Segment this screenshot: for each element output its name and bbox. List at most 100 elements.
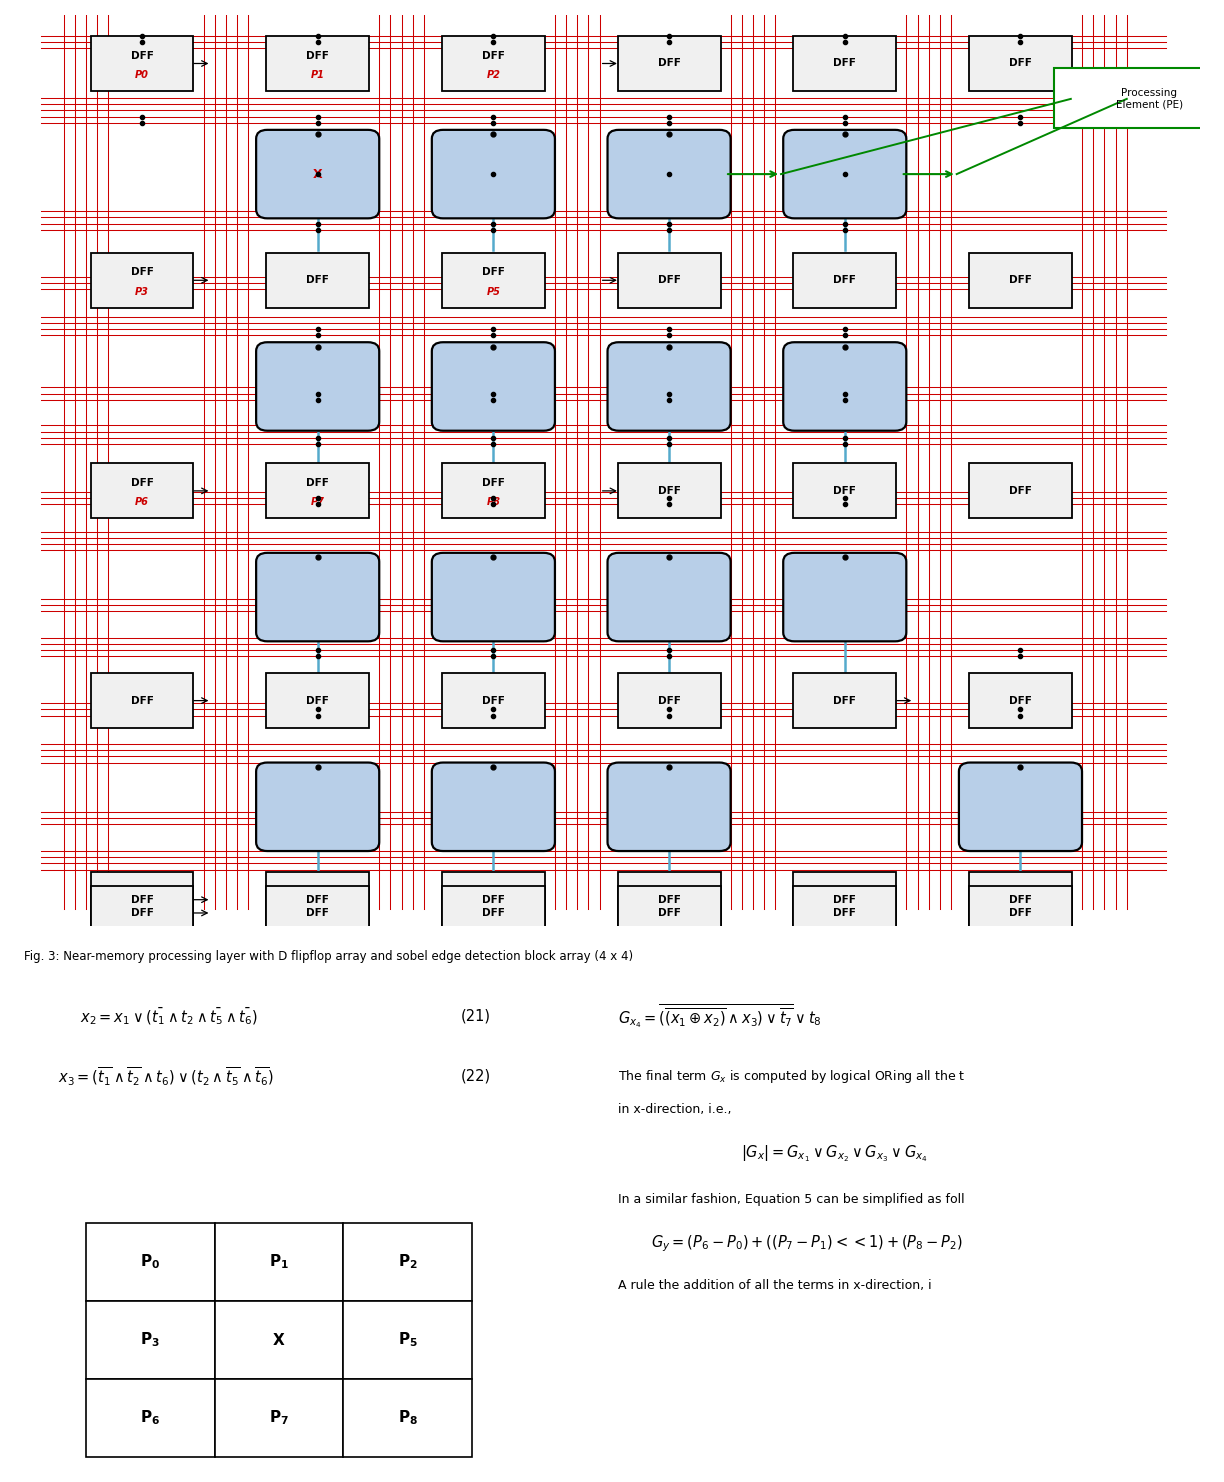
Bar (344, 1223, 472, 1301)
Text: P8: P8 (486, 498, 501, 507)
Text: DFF: DFF (834, 695, 857, 705)
Text: DFF: DFF (131, 908, 153, 917)
FancyBboxPatch shape (442, 673, 545, 728)
Text: $\mathbf{P_8}$: $\mathbf{P_8}$ (398, 1408, 417, 1427)
FancyBboxPatch shape (432, 342, 554, 431)
FancyBboxPatch shape (442, 873, 545, 928)
Text: DFF: DFF (834, 908, 857, 917)
FancyBboxPatch shape (783, 342, 906, 431)
Text: DFF: DFF (1009, 695, 1032, 705)
FancyBboxPatch shape (256, 130, 379, 218)
Text: DFF: DFF (306, 477, 329, 488)
Text: DFF: DFF (482, 50, 504, 61)
Text: (22): (22) (461, 1069, 491, 1083)
FancyBboxPatch shape (266, 36, 370, 90)
FancyBboxPatch shape (793, 886, 896, 941)
FancyBboxPatch shape (1054, 68, 1224, 127)
FancyBboxPatch shape (958, 763, 1082, 851)
FancyBboxPatch shape (969, 873, 1072, 928)
FancyBboxPatch shape (256, 342, 379, 431)
Text: DFF: DFF (131, 50, 153, 61)
FancyBboxPatch shape (969, 36, 1072, 90)
FancyBboxPatch shape (969, 886, 1072, 941)
FancyBboxPatch shape (91, 464, 193, 519)
FancyBboxPatch shape (91, 253, 193, 308)
FancyBboxPatch shape (91, 36, 193, 90)
Bar (214, 1378, 344, 1457)
Bar (344, 1301, 472, 1378)
Text: DFF: DFF (657, 908, 681, 917)
Text: DFF: DFF (657, 58, 681, 68)
Text: P6: P6 (135, 498, 149, 507)
Text: Processing
Element (PE): Processing Element (PE) (1115, 87, 1182, 110)
Text: DFF: DFF (657, 895, 681, 904)
Text: DFF: DFF (306, 908, 329, 917)
Bar (214, 1301, 344, 1378)
Text: DFF: DFF (482, 477, 504, 488)
Text: DFF: DFF (482, 695, 504, 705)
Text: $\mathbf{P_2}$: $\mathbf{P_2}$ (398, 1252, 417, 1272)
Text: DFF: DFF (306, 895, 329, 904)
Text: DFF: DFF (834, 58, 857, 68)
FancyBboxPatch shape (256, 763, 379, 851)
Text: DFF: DFF (306, 50, 329, 61)
Text: DFF: DFF (131, 895, 153, 904)
FancyBboxPatch shape (266, 253, 370, 308)
Text: DFF: DFF (657, 486, 681, 496)
FancyBboxPatch shape (442, 886, 545, 941)
FancyBboxPatch shape (793, 873, 896, 928)
Text: DFF: DFF (834, 486, 857, 496)
Bar (86, 1378, 214, 1457)
Text: $\mathbf{P_0}$: $\mathbf{P_0}$ (141, 1252, 160, 1272)
FancyBboxPatch shape (266, 464, 370, 519)
Text: DFF: DFF (1009, 276, 1032, 286)
Text: DFF: DFF (1009, 908, 1032, 917)
Text: DFF: DFF (131, 695, 153, 705)
FancyBboxPatch shape (793, 673, 896, 728)
FancyBboxPatch shape (607, 130, 731, 218)
Text: (21): (21) (461, 1009, 491, 1024)
Text: DFF: DFF (131, 267, 153, 277)
FancyBboxPatch shape (618, 464, 721, 519)
FancyBboxPatch shape (618, 253, 721, 308)
Text: DFF: DFF (1009, 895, 1032, 904)
FancyBboxPatch shape (432, 130, 554, 218)
Text: $G_{x_4} = \overline{(\overline{(x_1 \oplus x_2)} \wedge x_3) \vee \overline{t_7: $G_{x_4} = \overline{(\overline{(x_1 \op… (618, 1002, 821, 1030)
FancyBboxPatch shape (266, 673, 370, 728)
FancyBboxPatch shape (607, 342, 731, 431)
FancyBboxPatch shape (793, 464, 896, 519)
FancyBboxPatch shape (256, 553, 379, 642)
FancyBboxPatch shape (442, 253, 545, 308)
Text: P0: P0 (135, 70, 149, 80)
FancyBboxPatch shape (432, 553, 554, 642)
FancyBboxPatch shape (607, 553, 731, 642)
FancyBboxPatch shape (91, 886, 193, 941)
FancyBboxPatch shape (91, 873, 193, 928)
Text: DFF: DFF (482, 895, 504, 904)
Text: P2: P2 (486, 70, 501, 80)
Text: in x-direction, i.e.,: in x-direction, i.e., (618, 1103, 731, 1116)
Bar (214, 1223, 344, 1301)
Text: P3: P3 (135, 288, 149, 296)
FancyBboxPatch shape (969, 464, 1072, 519)
Text: DFF: DFF (482, 267, 504, 277)
Text: In a similar fashion, Equation 5 can be simplified as foll: In a similar fashion, Equation 5 can be … (618, 1193, 965, 1206)
FancyBboxPatch shape (266, 873, 370, 928)
Text: DFF: DFF (482, 908, 504, 917)
FancyBboxPatch shape (618, 36, 721, 90)
Bar (86, 1223, 214, 1301)
Text: DFF: DFF (131, 477, 153, 488)
FancyBboxPatch shape (266, 886, 370, 941)
Text: DFF: DFF (306, 276, 329, 286)
FancyBboxPatch shape (618, 886, 721, 941)
Text: $G_y = (P_6 - P_0) + ((P_7 - P_1) << 1) + (P_8 - P_2)$: $G_y = (P_6 - P_0) + ((P_7 - P_1) << 1) … (651, 1233, 963, 1254)
FancyBboxPatch shape (607, 763, 731, 851)
Text: DFF: DFF (657, 276, 681, 286)
Text: Fig. 3: Near-memory processing layer with D flipflop array and sobel edge detect: Fig. 3: Near-memory processing layer wit… (24, 950, 634, 963)
Text: $x_3 = (\overline{t_1} \wedge \overline{t_2} \wedge t_6) \vee (t_2 \wedge \overl: $x_3 = (\overline{t_1} \wedge \overline{… (58, 1066, 274, 1088)
FancyBboxPatch shape (618, 673, 721, 728)
Text: DFF: DFF (1009, 486, 1032, 496)
FancyBboxPatch shape (969, 253, 1072, 308)
Text: $x_2 = x_1 \vee (\bar{t_1} \wedge t_2 \wedge \bar{t_5} \wedge \bar{t_6})$: $x_2 = x_1 \vee (\bar{t_1} \wedge t_2 \w… (81, 1005, 258, 1027)
FancyBboxPatch shape (442, 36, 545, 90)
